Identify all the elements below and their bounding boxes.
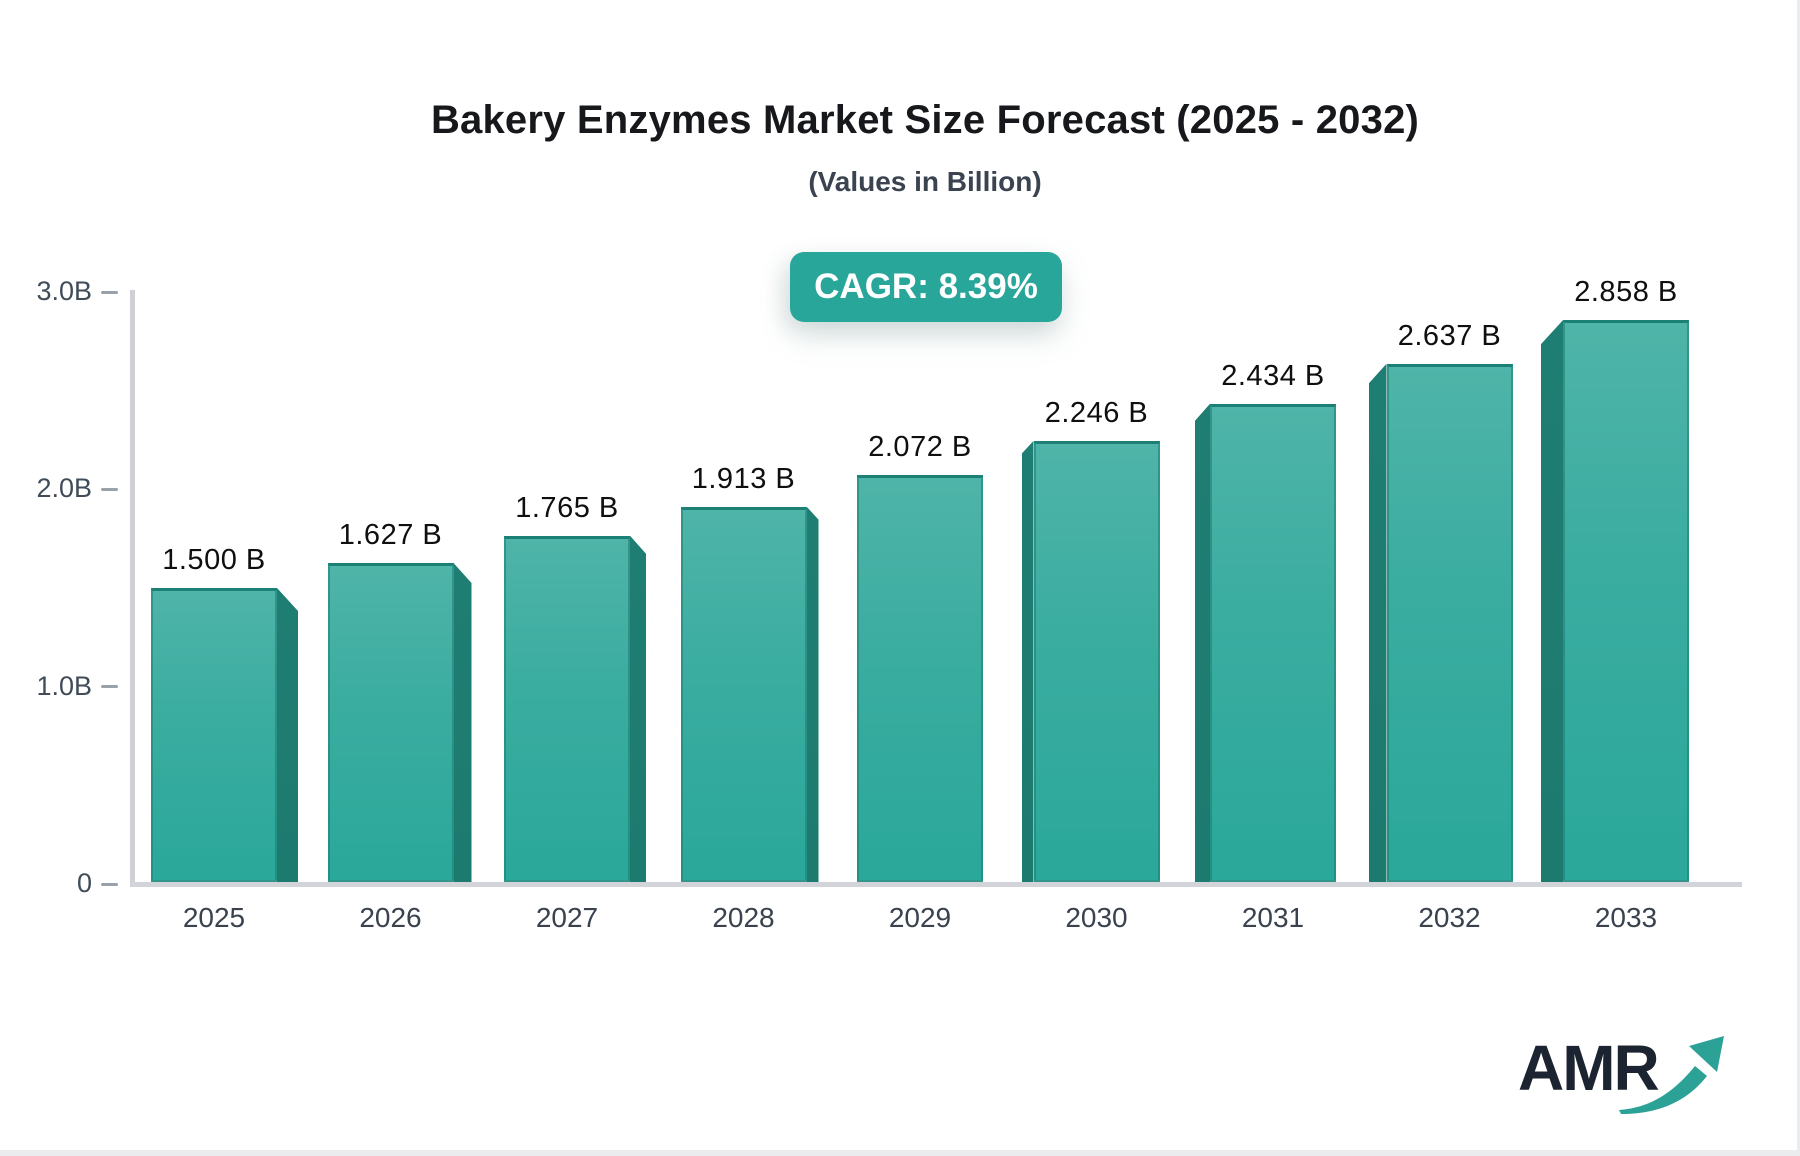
bar-2033 xyxy=(1563,320,1689,882)
bar-value-label: 2.858 B xyxy=(1574,276,1678,309)
bar-side-face xyxy=(1021,440,1034,882)
bar-2027 xyxy=(504,535,630,882)
x-axis-label: 2027 xyxy=(535,902,599,933)
bar-2032 xyxy=(1386,363,1513,882)
bar-value-label: 1.913 B xyxy=(691,462,796,495)
amr-logo-text: AMR xyxy=(1518,1032,1660,1104)
bar-value-label: 2.072 B xyxy=(868,431,972,464)
cagr-badge-label: CAGR: 8.39% xyxy=(814,267,1038,306)
y-axis-label: 3.0B xyxy=(36,276,92,307)
bar-side-face xyxy=(630,535,646,882)
bar-2031 xyxy=(1210,403,1336,882)
x-axis-baseline xyxy=(130,882,1742,887)
x-axis-label: 2033 xyxy=(1594,902,1658,933)
x-axis-label: 2026 xyxy=(359,902,422,933)
cagr-badge: CAGR: 8.39% xyxy=(790,252,1062,322)
bar-side-face xyxy=(1368,363,1387,882)
bar-side-face xyxy=(453,562,472,882)
bar-value-label: 2.246 B xyxy=(1044,396,1149,429)
bar-2025 xyxy=(151,588,277,882)
x-axis-label: 2030 xyxy=(1065,902,1128,933)
bar-side-face xyxy=(1541,320,1563,882)
bar-value-label: 1.765 B xyxy=(515,491,619,524)
y-axis-tick xyxy=(101,487,118,491)
bar-value-label: 2.637 B xyxy=(1397,319,1502,352)
bar-2028 xyxy=(680,506,807,882)
bar-value-label: 1.500 B xyxy=(162,544,266,577)
y-axis-label: 2.0B xyxy=(36,473,92,504)
x-axis-label: 2031 xyxy=(1241,902,1305,933)
chart-subtitle: (Values in Billion) xyxy=(808,166,1042,197)
bar-2029 xyxy=(857,475,983,882)
y-axis-tick xyxy=(101,290,118,294)
x-axis-label: 2028 xyxy=(712,902,775,933)
y-axis-label: 1.0B xyxy=(36,670,92,701)
y-axis-label: 0 xyxy=(76,868,92,898)
bar-side-face xyxy=(1195,403,1210,882)
y-axis-tick xyxy=(101,685,118,689)
bar-value-label: 2.434 B xyxy=(1221,359,1325,392)
chart-title: Bakery Enzymes Market Size Forecast (202… xyxy=(430,98,1420,142)
bar-value-label: 1.627 B xyxy=(338,518,443,551)
bar-2026 xyxy=(327,562,454,882)
x-axis-label: 2025 xyxy=(182,902,246,933)
y-axis-line xyxy=(130,290,135,885)
x-axis-label: 2029 xyxy=(888,902,952,933)
amr-logo: AMR xyxy=(1518,1028,1738,1118)
y-axis-tick xyxy=(101,882,118,886)
bar-side-face xyxy=(806,506,819,882)
growth-arrow-icon xyxy=(1619,1036,1724,1114)
bar-2030 xyxy=(1033,440,1160,882)
x-axis-label: 2032 xyxy=(1418,902,1481,933)
bar-side-face xyxy=(277,588,298,882)
